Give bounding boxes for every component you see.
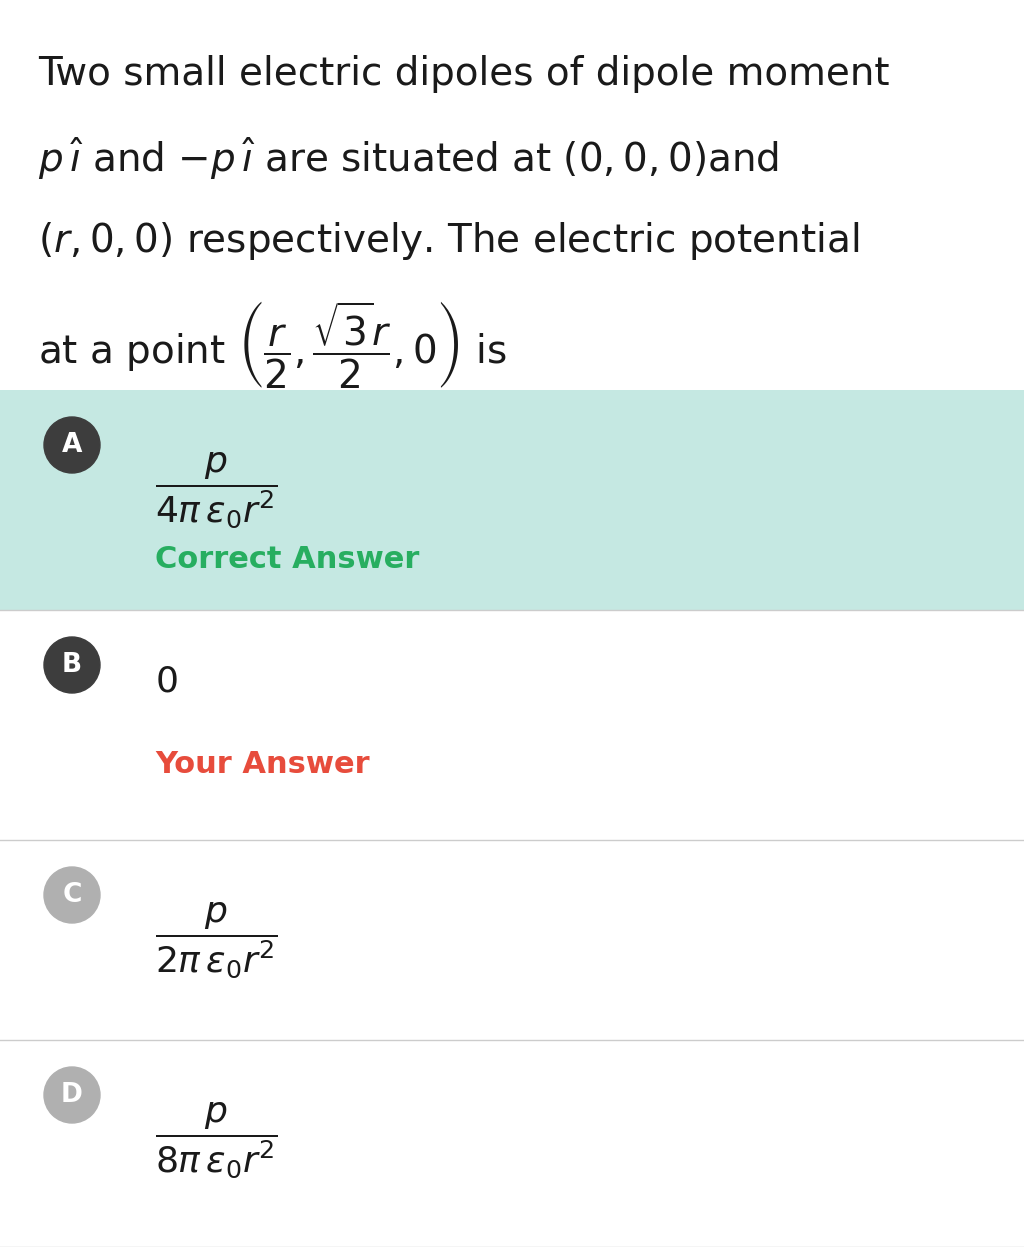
Bar bbox=[0, 390, 1024, 610]
Text: $\dfrac{p}{8\pi\,\varepsilon_0 r^2}$: $\dfrac{p}{8\pi\,\varepsilon_0 r^2}$ bbox=[155, 1100, 278, 1180]
Text: $(r, 0, 0)$ respectively. The electric potential: $(r, 0, 0)$ respectively. The electric p… bbox=[38, 219, 859, 262]
Text: C: C bbox=[62, 882, 82, 908]
Text: $\dfrac{p}{2\pi\,\varepsilon_0 r^2}$: $\dfrac{p}{2\pi\,\varepsilon_0 r^2}$ bbox=[155, 900, 278, 980]
Bar bbox=[0, 610, 1024, 840]
Circle shape bbox=[44, 1067, 100, 1124]
Bar bbox=[0, 1040, 1024, 1247]
Text: $0$: $0$ bbox=[155, 665, 177, 700]
Bar bbox=[0, 0, 1024, 390]
Circle shape bbox=[44, 637, 100, 693]
Text: B: B bbox=[61, 652, 82, 678]
Text: $\dfrac{p}{4\pi\,\varepsilon_0 r^2}$: $\dfrac{p}{4\pi\,\varepsilon_0 r^2}$ bbox=[155, 450, 278, 530]
Circle shape bbox=[44, 416, 100, 473]
Text: Two small electric dipoles of dipole moment: Two small electric dipoles of dipole mom… bbox=[38, 55, 890, 94]
Circle shape bbox=[44, 867, 100, 923]
Text: Correct Answer: Correct Answer bbox=[155, 545, 420, 574]
Text: A: A bbox=[61, 431, 82, 458]
Text: D: D bbox=[61, 1082, 83, 1109]
Text: Your Answer: Your Answer bbox=[155, 749, 370, 779]
Text: at a point $\left(\dfrac{r}{2},\dfrac{\sqrt{3}r}{2},0\right)$ is: at a point $\left(\dfrac{r}{2},\dfrac{\s… bbox=[38, 301, 507, 392]
Text: $p\,\hat{\imath}$ and $-p\,\hat{\imath}$ are situated at $(0, 0, 0)$and: $p\,\hat{\imath}$ and $-p\,\hat{\imath}$… bbox=[38, 135, 779, 182]
Bar bbox=[0, 840, 1024, 1040]
